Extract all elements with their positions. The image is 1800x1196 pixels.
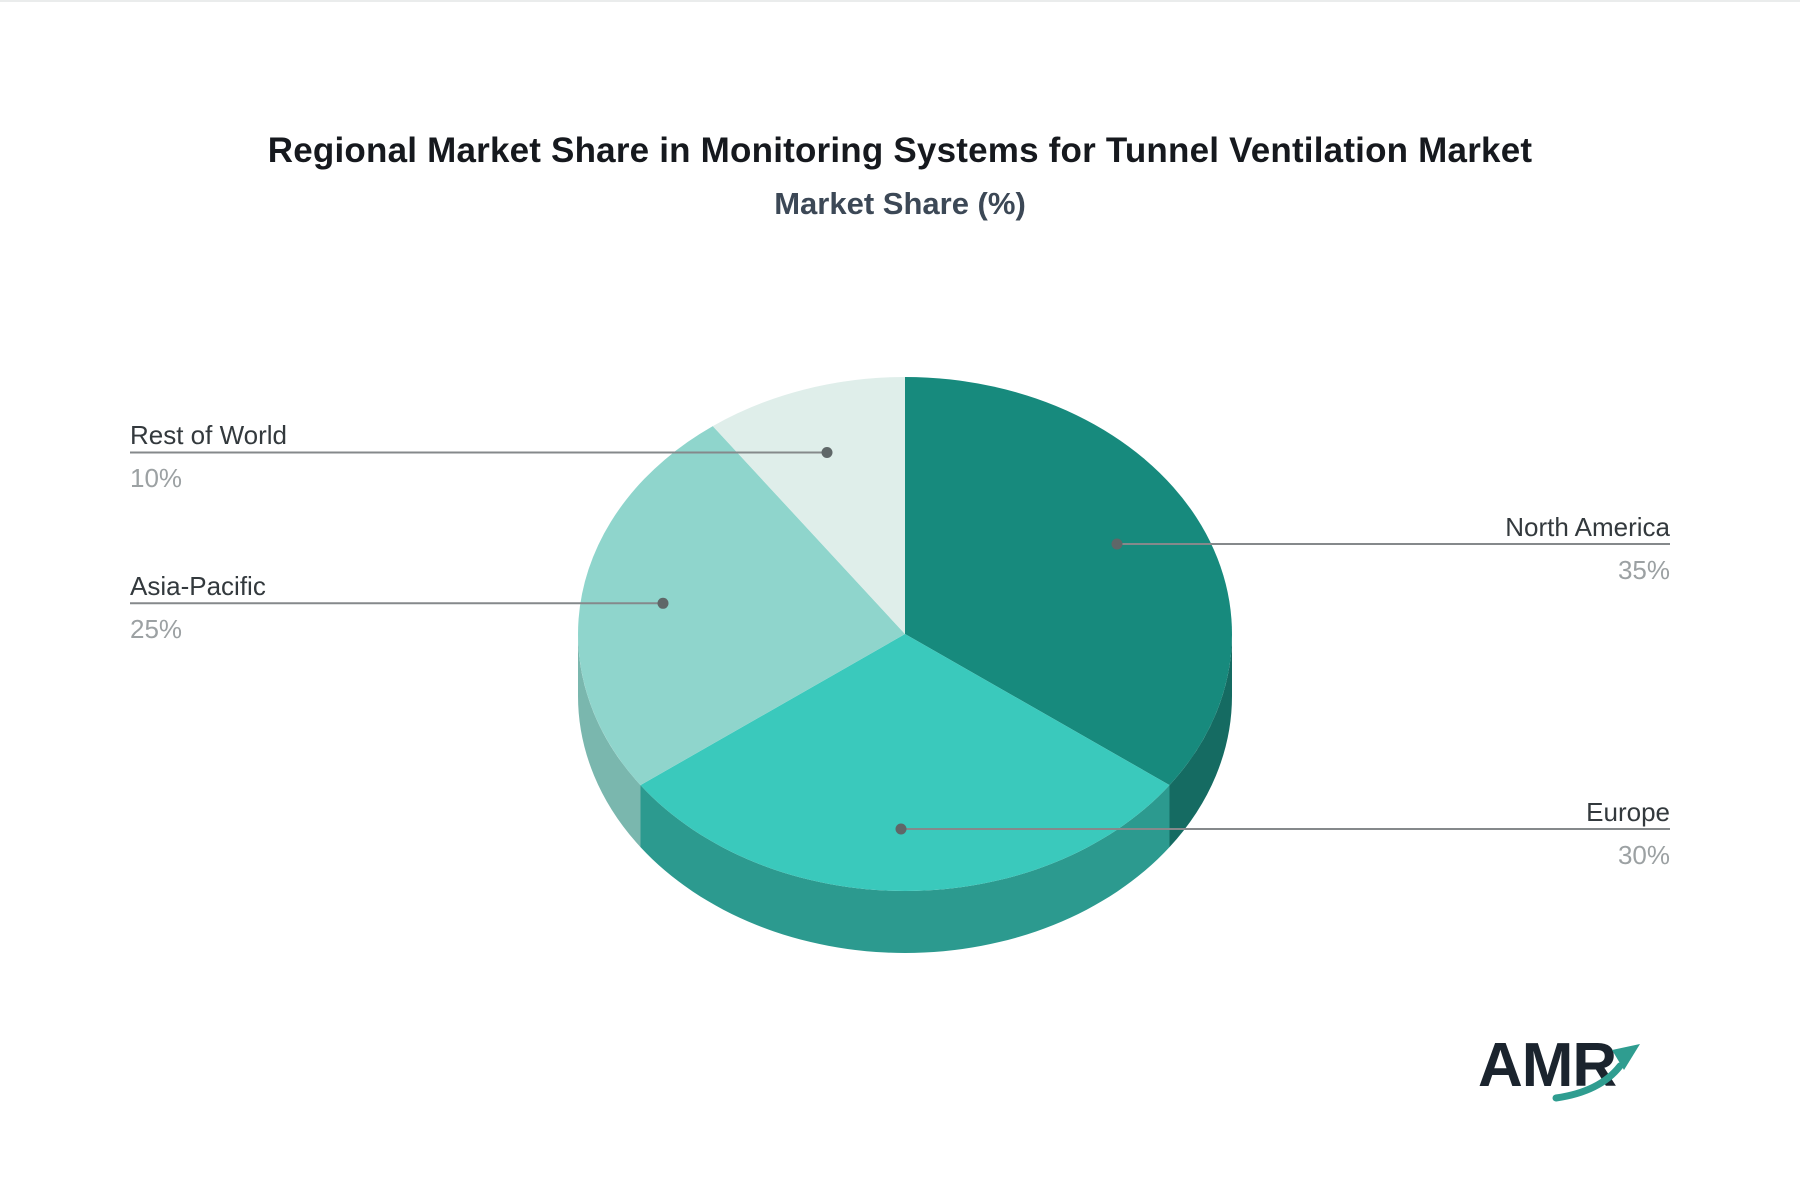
callout-dot-rest-of-world bbox=[821, 447, 833, 458]
callout-label: Asia-Pacific bbox=[130, 571, 266, 601]
callout-label: Rest of World bbox=[130, 420, 288, 450]
pie-slice-rest-of-world bbox=[712, 377, 905, 634]
pie-slice-north-america bbox=[905, 377, 1232, 786]
callout-leader-lines bbox=[130, 447, 1670, 835]
chart-title: Regional Market Share in Monitoring Syst… bbox=[267, 131, 1533, 170]
callout-dot-asia-pacific bbox=[657, 597, 669, 609]
pie-slice-side-europe bbox=[640, 785, 1170, 953]
pie-slice-asia-pacific bbox=[578, 426, 905, 786]
chart-subtitle: Market Share (%) bbox=[774, 186, 1026, 221]
pie-slice-side-north-america bbox=[1169, 634, 1232, 848]
callout-dot-north-america bbox=[1111, 538, 1123, 550]
pie-slice-side-asia-pacific bbox=[578, 634, 641, 848]
callout-rest-of-world: Rest of World 10% bbox=[130, 419, 287, 493]
pie-slice-europe bbox=[640, 634, 1170, 891]
callout-north-america: North America 35% bbox=[1505, 511, 1670, 585]
pie-slices bbox=[578, 377, 1232, 953]
callout-dot-europe bbox=[895, 823, 907, 835]
callout-value: 30% bbox=[1617, 840, 1670, 870]
callout-value: 25% bbox=[130, 614, 183, 644]
callout-label: North America bbox=[1505, 512, 1670, 542]
top-border bbox=[0, 0, 1800, 2]
callout-value: 10% bbox=[130, 463, 183, 493]
amr-logo-arrow-icon bbox=[1552, 1044, 1640, 1102]
callout-asia-pacific: Asia-Pacific 25% bbox=[130, 570, 266, 644]
callout-value: 35% bbox=[1617, 555, 1670, 585]
callout-europe: Europe 30% bbox=[1586, 796, 1670, 870]
callout-label: Europe bbox=[1586, 797, 1670, 827]
